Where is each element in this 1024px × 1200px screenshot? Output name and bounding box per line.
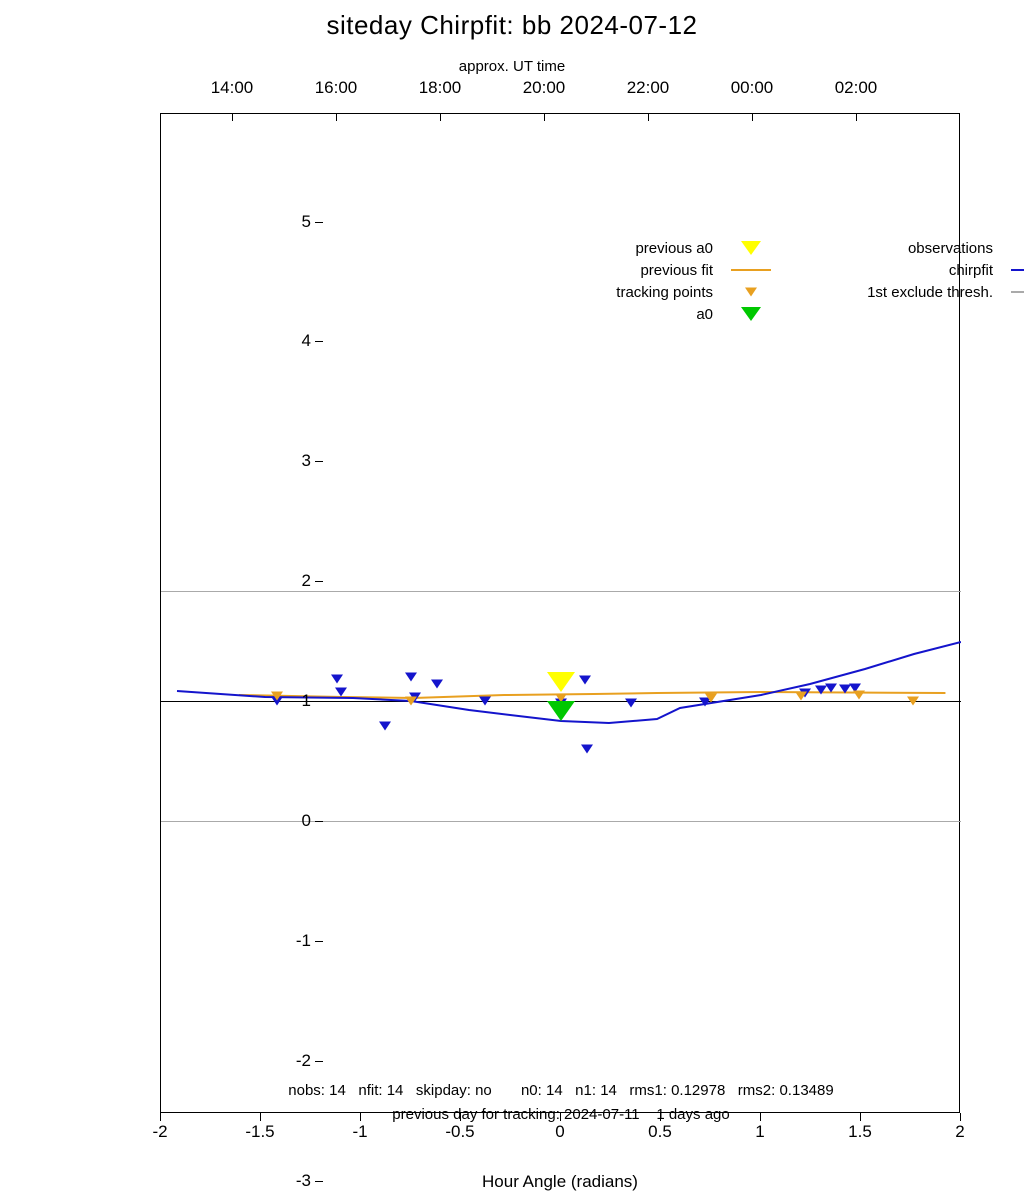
legend-symbol-observations	[1001, 238, 1024, 258]
tracking-point-marker[interactable]	[705, 694, 717, 703]
x-tick-label-bottom-4: 0	[535, 1122, 585, 1142]
x-tick-label-bottom-8: 2	[935, 1122, 985, 1142]
x-tick-label-top-6: 02:00	[826, 78, 886, 98]
legend-row-observations: observations	[781, 237, 1024, 259]
x-tick-mark-top-3	[544, 113, 545, 121]
y-tick-mark-0b	[315, 821, 323, 822]
y-tick-label-0: 0	[271, 811, 311, 831]
chart-root: siteday Chirpfit: bb 2024-07-12 approx. …	[0, 0, 1024, 1200]
observation-marker[interactable]	[825, 684, 837, 693]
x-tick-mark-top-2	[440, 113, 441, 121]
legend-box-right: observations chirpfit 1st exclude thresh…	[781, 237, 1024, 303]
legend-symbol-previous-fit	[721, 260, 781, 280]
y-tick-label-2: 2	[271, 571, 311, 591]
x-tick-label-bottom-1: -1.5	[235, 1122, 285, 1142]
x-tick-mark-bottom-6	[760, 1113, 761, 1121]
observation-marker[interactable]	[579, 676, 591, 685]
y-tick-mark-5	[315, 222, 323, 223]
x-tick-mark-top-4	[648, 113, 649, 121]
x-tick-label-bottom-0: -2	[135, 1122, 185, 1142]
exclude-thresh-line-upper	[161, 591, 961, 592]
legend-symbol-previous-a0	[721, 238, 781, 258]
x-tick-mark-top-0	[232, 113, 233, 121]
x-tick-mark-bottom-4	[560, 1113, 561, 1121]
x-tick-mark-top-5	[752, 113, 753, 121]
x-tick-label-bottom-5: 0.5	[635, 1122, 685, 1142]
observation-marker[interactable]	[331, 675, 343, 684]
legend-row-exclude-thresh: 1st exclude thresh.	[781, 281, 1024, 303]
legend-symbol-tracking-points	[721, 282, 781, 302]
x-tick-mark-bottom-0	[160, 1113, 161, 1121]
y-tick-label-m1: -1	[271, 931, 311, 951]
tracking-point-marker[interactable]	[907, 697, 919, 706]
y-tick-mark-4	[315, 341, 323, 342]
x-tick-label-top-0: 14:00	[202, 78, 262, 98]
x-tick-label-bottom-7: 1.5	[835, 1122, 885, 1142]
x-tick-mark-bottom-3	[460, 1113, 461, 1121]
legend-symbol-exclude-thresh	[1001, 282, 1024, 302]
legend-row-chirpfit: chirpfit	[781, 259, 1024, 281]
tracking-point-marker[interactable]	[795, 692, 807, 701]
y-tick-mark-1	[315, 701, 323, 702]
x-tick-label-bottom-2: -1	[335, 1122, 385, 1142]
y-tick-mark-2	[315, 581, 323, 582]
legend-label-a0: a0	[696, 306, 713, 323]
x-axis-label: Hour Angle (radians)	[160, 1172, 960, 1192]
x-tick-label-top-4: 22:00	[618, 78, 678, 98]
legend-row-previous-fit: previous fit	[481, 259, 781, 281]
top-axis-label: approx. UT time	[0, 58, 1024, 75]
a0-marker[interactable]	[547, 701, 575, 721]
y-tick-mark-3	[315, 461, 323, 462]
y-tick-label-m2: -2	[271, 1051, 311, 1071]
legend-row-a0: a0	[481, 303, 781, 325]
legend-label-chirpfit: chirpfit	[949, 262, 993, 279]
observation-marker[interactable]	[431, 680, 443, 689]
x-tick-label-top-5: 00:00	[722, 78, 782, 98]
observation-marker[interactable]	[581, 745, 593, 754]
observation-marker[interactable]	[625, 699, 637, 708]
legend-symbol-chirpfit	[1001, 260, 1024, 280]
legend-symbol-a0	[721, 304, 781, 324]
y-tick-mark-m2	[315, 1061, 323, 1062]
x-tick-mark-bottom-7	[860, 1113, 861, 1121]
y-tick-label-4: 4	[271, 331, 311, 351]
legend-label-previous-a0: previous a0	[635, 240, 713, 257]
y-tick-mark-m1	[315, 941, 323, 942]
x-tick-label-top-1: 16:00	[306, 78, 366, 98]
stats-row-1: nobs: 14 nfit: 14 skipday: no n0: 14 n1:…	[161, 1079, 961, 1103]
plot-area: previous a0 previous fit tracking points…	[160, 113, 960, 1113]
y-tick-label-5: 5	[271, 212, 311, 232]
observation-marker[interactable]	[379, 722, 391, 731]
legend-label-exclude-thresh: 1st exclude thresh.	[867, 284, 993, 301]
observation-marker[interactable]	[405, 673, 417, 682]
x-tick-label-top-3: 20:00	[514, 78, 574, 98]
x-tick-label-bottom-6: 1	[735, 1122, 785, 1142]
x-tick-mark-bottom-1	[260, 1113, 261, 1121]
legend-label-previous-fit: previous fit	[640, 262, 713, 279]
x-tick-mark-bottom-5	[660, 1113, 661, 1121]
legend-row-previous-a0: previous a0	[481, 237, 781, 259]
tracking-point-marker[interactable]	[853, 691, 865, 700]
y-tick-label-3: 3	[271, 451, 311, 471]
x-tick-mark-top-6	[856, 113, 857, 121]
y-tick-label-1: 1	[271, 691, 311, 711]
legend-row-tracking-points: tracking points	[481, 281, 781, 303]
tracking-point-marker[interactable]	[405, 697, 417, 706]
legend-box: previous a0 previous fit tracking points…	[481, 237, 781, 325]
chart-title: siteday Chirpfit: bb 2024-07-12	[0, 10, 1024, 41]
previous-a0-marker[interactable]	[547, 672, 575, 692]
x-tick-label-bottom-3: -0.5	[435, 1122, 485, 1142]
observation-marker[interactable]	[479, 697, 491, 706]
observation-marker[interactable]	[335, 688, 347, 697]
x-tick-mark-top-1	[336, 113, 337, 121]
legend-label-tracking-points: tracking points	[616, 284, 713, 301]
legend-label-observations: observations	[908, 240, 993, 257]
x-tick-mark-bottom-8	[960, 1113, 961, 1121]
x-tick-label-top-2: 18:00	[410, 78, 470, 98]
bottom-stats: nobs: 14 nfit: 14 skipday: no n0: 14 n1:…	[161, 1079, 961, 1127]
x-tick-mark-bottom-2	[360, 1113, 361, 1121]
